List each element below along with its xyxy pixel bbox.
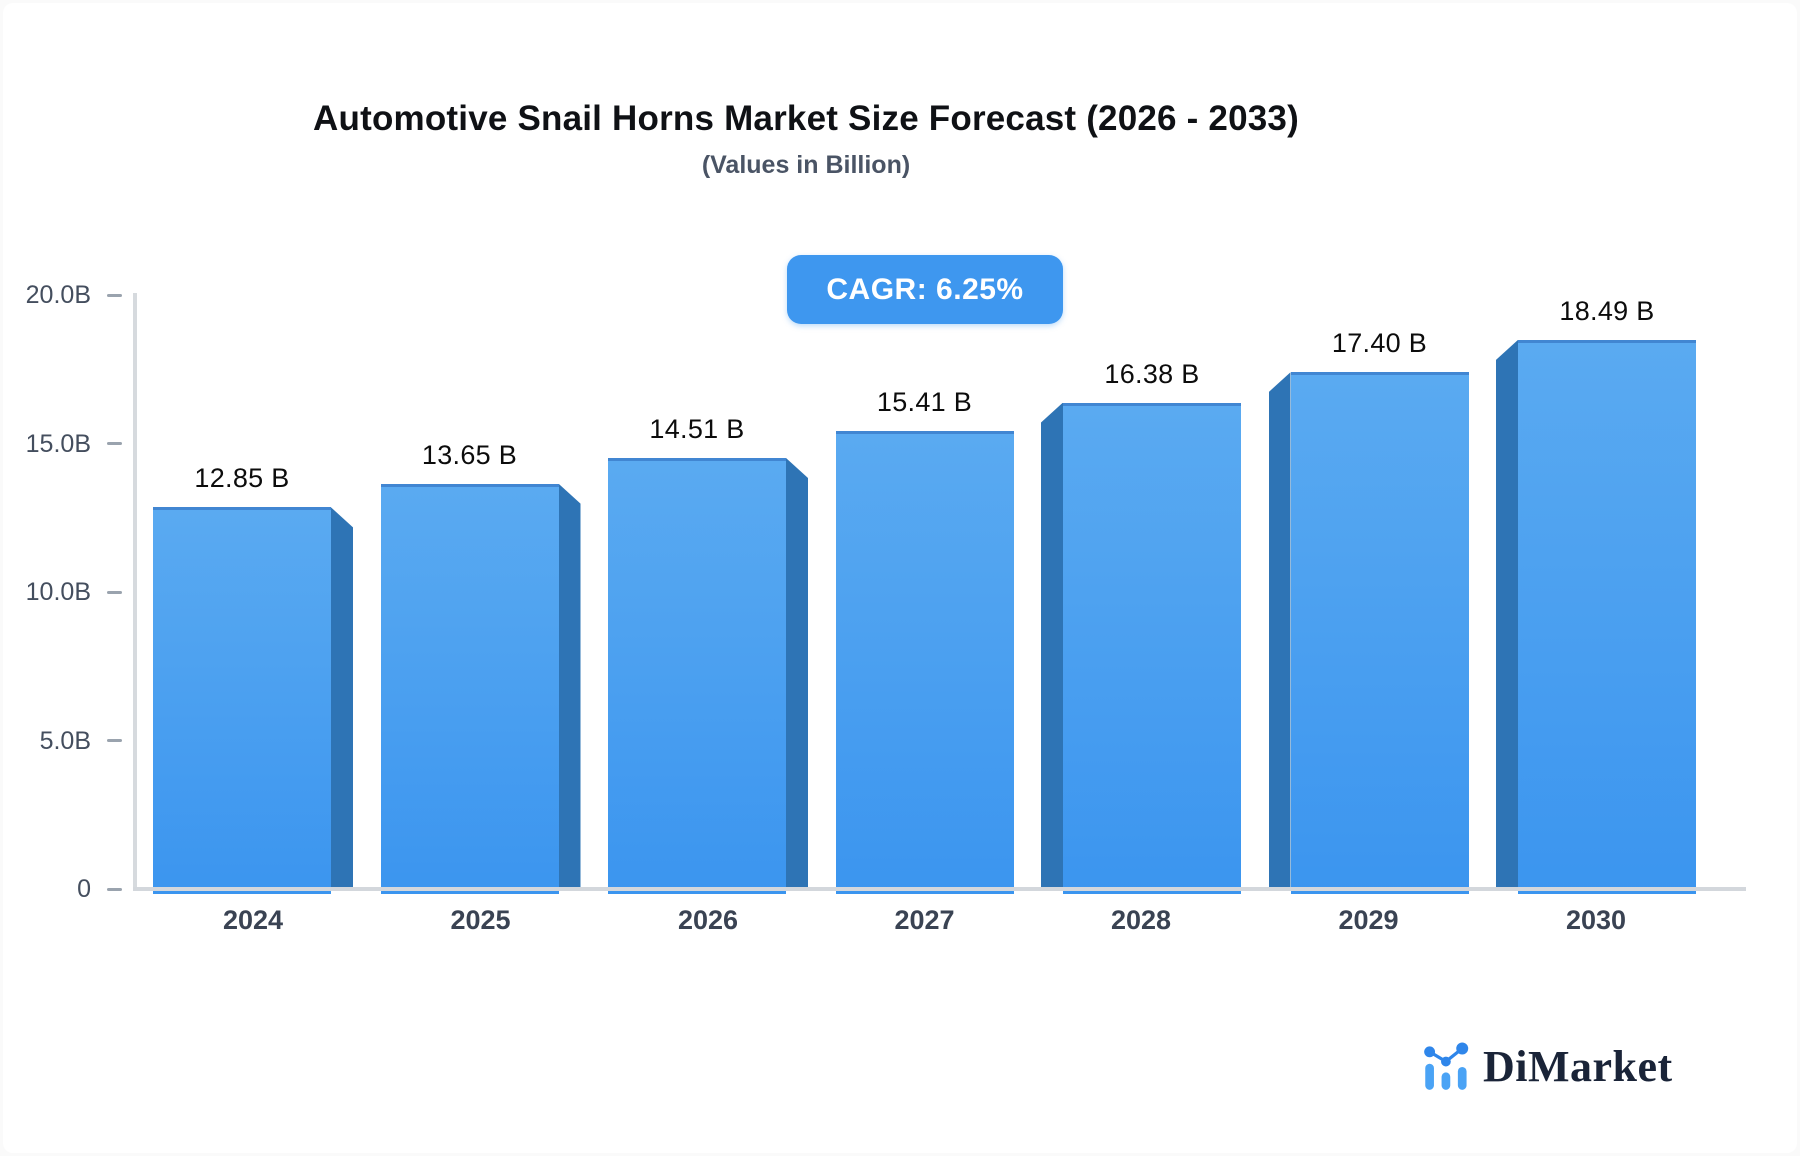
x-axis-baseline <box>133 887 1746 891</box>
dimarket-logo-icon <box>1424 1042 1469 1090</box>
bar-2024[interactable] <box>153 507 331 894</box>
y-axis-label: 0 <box>77 875 91 903</box>
bar-value-label: 12.85 B <box>194 463 290 494</box>
chart-subtitle: (Values in Billion) <box>701 151 911 179</box>
bar-side-face-2029 <box>1268 372 1291 891</box>
bar-side-face-2028 <box>1041 402 1063 891</box>
bar-value-label: 15.41 B <box>876 387 973 418</box>
x-axis-label-2028: 2028 <box>1110 905 1172 935</box>
x-axis-label-2026: 2026 <box>677 905 739 935</box>
y-axis-tick <box>107 293 122 297</box>
bar-value-label: 13.65 B <box>421 439 518 470</box>
x-axis-label-2024: 2024 <box>222 905 284 935</box>
x-axis-label-2025: 2025 <box>450 905 511 935</box>
chart-card: Automotive Snail Horns Market Size Forec… <box>3 3 1797 1153</box>
bar-side-face-2025 <box>558 483 581 891</box>
bar-value-label: 17.40 B <box>1331 328 1428 359</box>
y-axis-label: 20.0B <box>25 281 91 309</box>
bar-side-face-2024 <box>331 507 353 891</box>
bar-side-face-2026 <box>786 458 808 891</box>
y-axis-tick <box>107 887 122 891</box>
bar-side-face-2030 <box>1496 339 1518 891</box>
bar-2026[interactable] <box>608 458 786 894</box>
x-axis-label-2029: 2029 <box>1338 905 1399 935</box>
bar-2029[interactable] <box>1290 372 1469 894</box>
cagr-badge-label: CAGR: 6.25% <box>826 272 1024 306</box>
bar-value-label: 18.49 B <box>1559 295 1655 326</box>
dimarket-logo: DiMarket <box>1423 1041 1673 1092</box>
x-axis-label-2027: 2027 <box>894 905 955 935</box>
y-axis-label: 10.0B <box>25 578 91 606</box>
y-axis-tick <box>107 442 122 445</box>
bar-value-label: 14.51 B <box>649 414 745 445</box>
cagr-badge: CAGR: 6.25% <box>787 255 1063 324</box>
dimarket-logo-text: DiMarket <box>1483 1042 1673 1091</box>
y-axis-label: 15.0B <box>25 429 91 458</box>
y-axis-line <box>133 293 137 889</box>
bar-2027[interactable] <box>835 431 1014 894</box>
y-axis-tick <box>107 739 122 742</box>
x-axis-label-2030: 2030 <box>1565 905 1627 935</box>
chart-title: Automotive Snail Horns Market Size Forec… <box>313 99 1299 138</box>
y-axis-tick <box>107 590 122 594</box>
bar-2030[interactable] <box>1518 339 1696 894</box>
bar-2025[interactable] <box>380 483 559 894</box>
y-axis-label: 5.0B <box>39 726 91 755</box>
bar-value-label: 16.38 B <box>1104 358 1200 389</box>
bar-2028[interactable] <box>1063 402 1241 894</box>
